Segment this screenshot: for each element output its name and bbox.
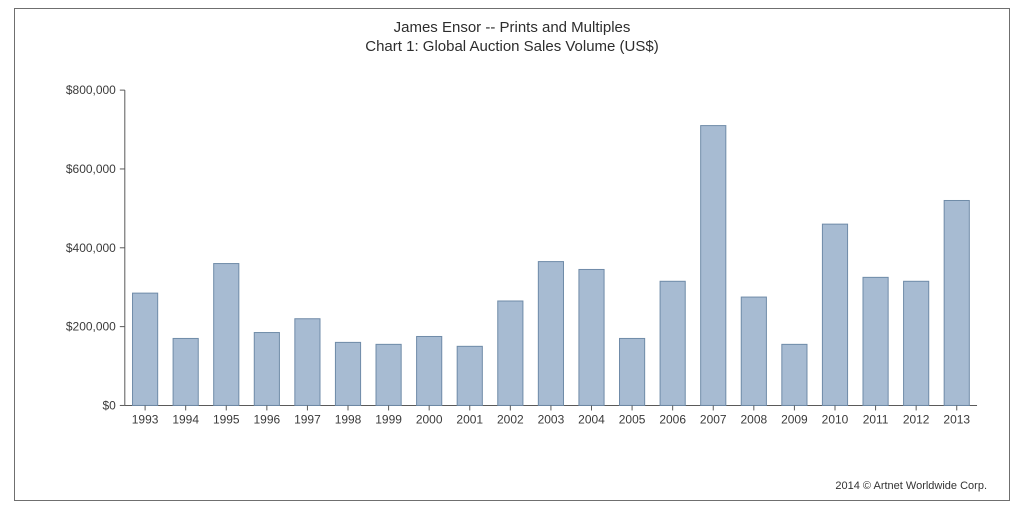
svg-text:$200,000: $200,000 — [66, 319, 116, 333]
bar — [417, 336, 442, 405]
svg-text:1995: 1995 — [213, 412, 240, 426]
svg-text:1999: 1999 — [375, 412, 402, 426]
svg-text:2010: 2010 — [822, 412, 849, 426]
bar — [457, 346, 482, 405]
chart-title-line2: Chart 1: Global Auction Sales Volume (US… — [33, 38, 991, 57]
svg-text:2006: 2006 — [659, 412, 686, 426]
svg-text:2008: 2008 — [741, 412, 768, 426]
chart-frame: James Ensor -- Prints and Multiples Char… — [14, 8, 1010, 501]
bar — [944, 200, 969, 405]
svg-text:$0: $0 — [102, 398, 116, 412]
bar-chart-svg: $0 $200,000 $400,000 $600,000 $800,000 1993 19… — [33, 57, 991, 475]
bar — [295, 318, 320, 405]
bar — [335, 342, 360, 405]
svg-text:2003: 2003 — [538, 412, 565, 426]
svg-text:2007: 2007 — [700, 412, 727, 426]
bar — [660, 281, 685, 405]
svg-text:2004: 2004 — [578, 412, 605, 426]
svg-text:2009: 2009 — [781, 412, 808, 426]
chart-titles: James Ensor -- Prints and Multiples Char… — [33, 19, 991, 57]
bar — [173, 338, 198, 405]
bar — [376, 344, 401, 405]
chart-title-line1: James Ensor -- Prints and Multiples — [33, 19, 991, 38]
bar — [904, 281, 929, 405]
svg-text:2012: 2012 — [903, 412, 930, 426]
svg-text:1997: 1997 — [294, 412, 321, 426]
svg-text:2002: 2002 — [497, 412, 524, 426]
svg-text:2011: 2011 — [863, 412, 889, 426]
bar — [133, 293, 158, 405]
bar — [782, 344, 807, 405]
svg-text:1996: 1996 — [254, 412, 281, 426]
svg-text:$400,000: $400,000 — [66, 240, 116, 254]
bar — [863, 277, 888, 405]
svg-text:1993: 1993 — [132, 412, 159, 426]
chart-area: $0 $200,000 $400,000 $600,000 $800,000 1993 19… — [33, 57, 991, 475]
bar — [254, 332, 279, 405]
bar — [620, 338, 645, 405]
svg-text:2001: 2001 — [456, 412, 483, 426]
svg-text:1994: 1994 — [172, 412, 199, 426]
svg-text:2013: 2013 — [943, 412, 970, 426]
bar — [741, 297, 766, 405]
bar — [214, 263, 239, 405]
bar — [538, 261, 563, 405]
svg-text:1998: 1998 — [335, 412, 362, 426]
svg-text:$600,000: $600,000 — [66, 161, 116, 175]
bar — [822, 224, 847, 405]
svg-text:2005: 2005 — [619, 412, 646, 426]
bar — [701, 125, 726, 405]
chart-credit: 2014 © Artnet Worldwide Corp. — [33, 474, 991, 494]
svg-text:2000: 2000 — [416, 412, 443, 426]
svg-text:$800,000: $800,000 — [66, 83, 116, 97]
bar — [579, 269, 604, 405]
bar — [498, 300, 523, 404]
